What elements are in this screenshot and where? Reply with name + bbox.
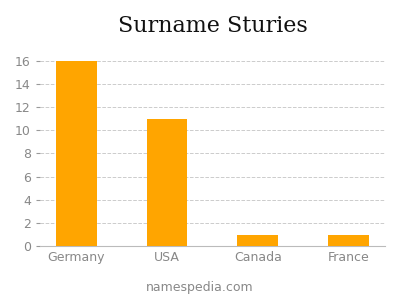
Bar bbox=[328, 235, 369, 246]
Bar bbox=[56, 61, 96, 246]
Bar bbox=[146, 118, 188, 246]
Text: namespedia.com: namespedia.com bbox=[146, 281, 254, 294]
Bar bbox=[238, 235, 278, 246]
Title: Surname Sturies: Surname Sturies bbox=[118, 15, 307, 37]
